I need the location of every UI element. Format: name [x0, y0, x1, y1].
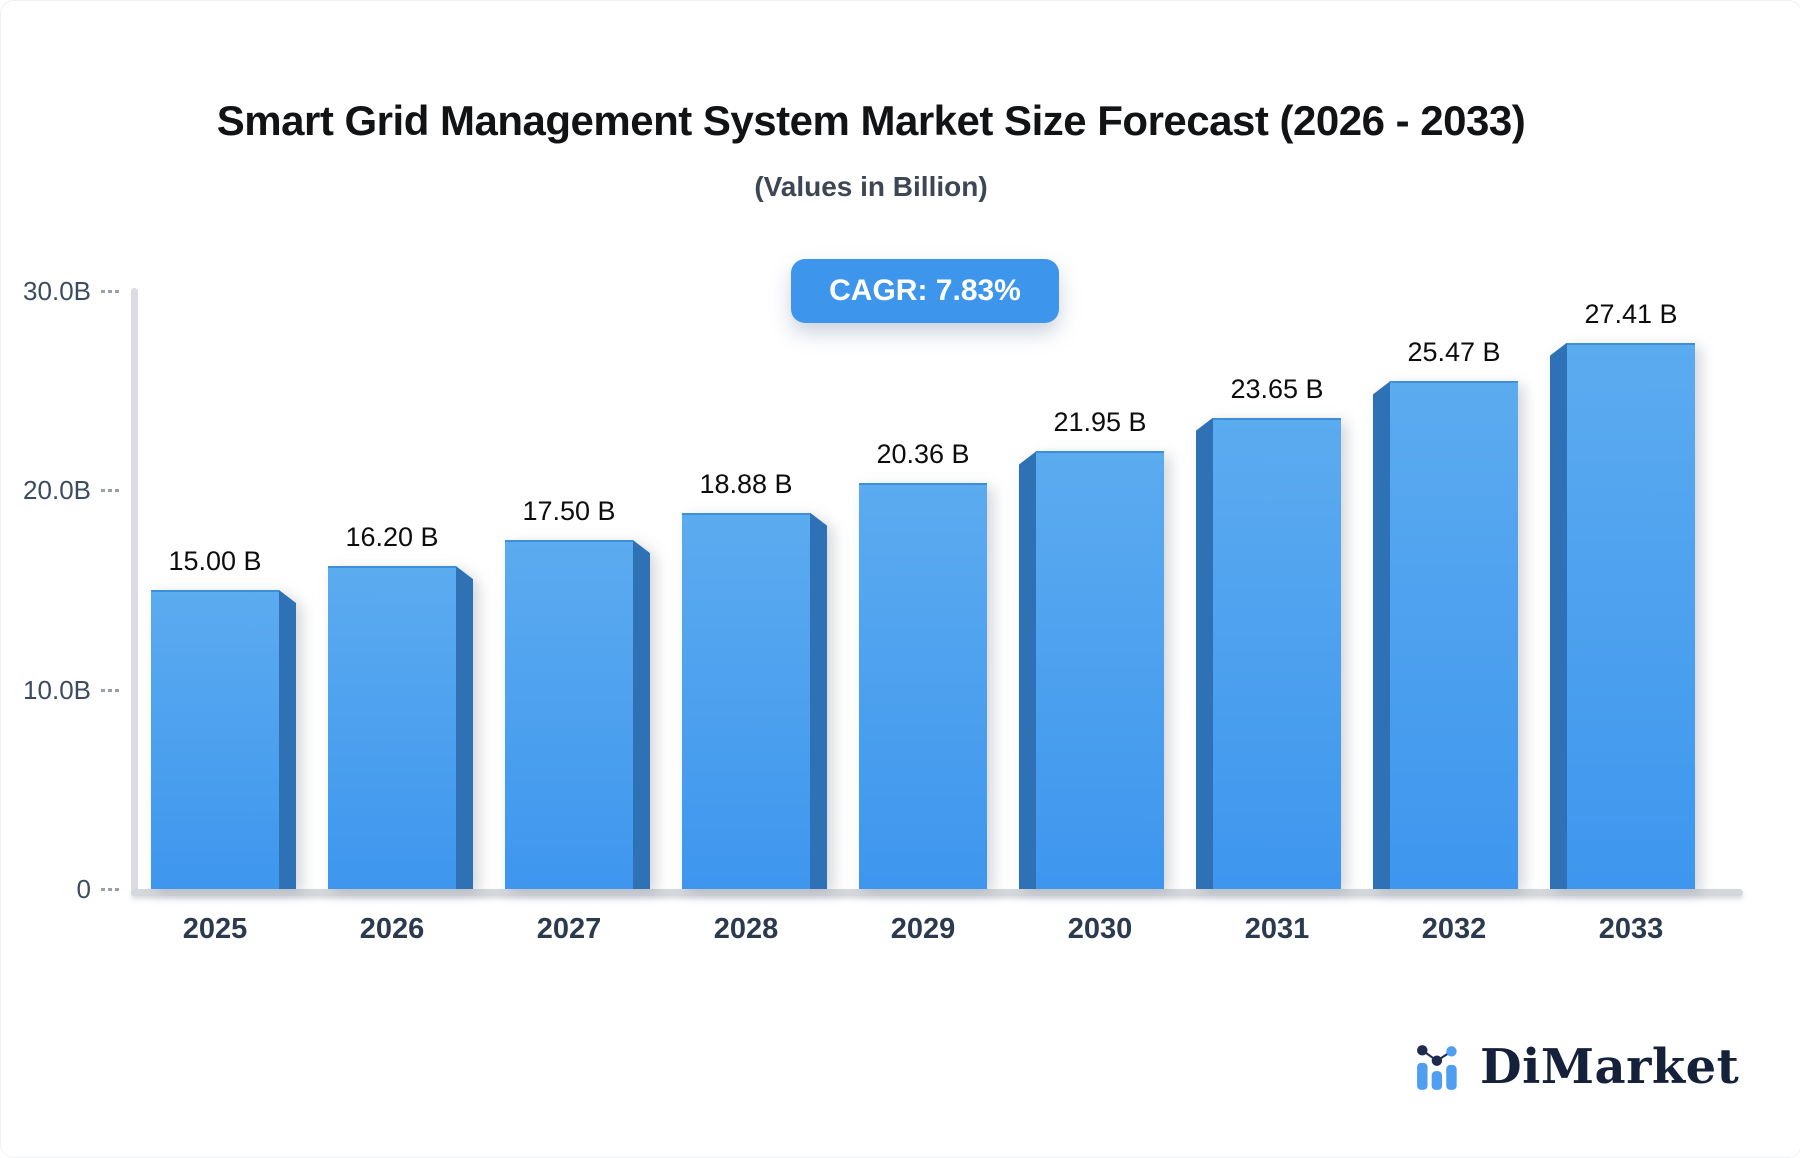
x-axis-category-label: 2032 [1421, 913, 1487, 945]
y-axis-tick-label: 20.0B [23, 475, 91, 506]
bar-side-face [1373, 381, 1390, 889]
chart-subtitle: (Values in Billion) [754, 171, 988, 202]
bar-2026 [328, 566, 473, 889]
bar-side-face [456, 566, 473, 889]
bar-value-label: 18.88 B [699, 468, 793, 499]
bar-value-label: 16.20 B [345, 522, 439, 553]
y-axis-tick-label: 30.0B [23, 276, 91, 306]
bar-2030 [1019, 451, 1164, 889]
y-axis-tick-mark [101, 888, 119, 891]
mini-bar-chart-icon [1415, 1042, 1465, 1092]
bar-2029 [859, 483, 987, 889]
x-axis-category-label: 2029 [890, 913, 956, 945]
bar-side-face [1550, 342, 1567, 889]
x-axis-category-label: 2030 [1067, 913, 1133, 945]
bar-value-label: 21.95 B [1053, 407, 1147, 438]
x-axis-category-label: 2025 [182, 913, 248, 945]
y-axis-tick-label: 10.0B [23, 674, 91, 705]
brand-name: DiMarket [1480, 1039, 1740, 1095]
cagr-badge-label: CAGR: 7.83% [829, 274, 1021, 307]
y-axis-tick-mark [101, 688, 119, 692]
bar-side-face [1196, 417, 1213, 889]
bar-value-label: 27.41 B [1584, 298, 1678, 329]
y-axis-line [131, 288, 138, 896]
bar-side-face [633, 540, 650, 889]
y-axis-tick-label: 0 [76, 874, 91, 904]
x-axis-category-label: 2026 [359, 913, 425, 945]
bar-value-label: 17.50 B [522, 496, 616, 527]
y-axis-tick-mark [101, 290, 119, 293]
x-axis-category-label: 2028 [713, 913, 779, 945]
bar-2031 [1196, 417, 1341, 889]
x-axis-line [131, 889, 1743, 896]
bar-2027 [505, 540, 650, 889]
bar-value-label: 15.00 B [168, 546, 262, 576]
x-axis-category-label: 2031 [1244, 913, 1310, 945]
bar-value-label: 20.36 B [876, 439, 970, 470]
bar-value-label: 23.65 B [1230, 373, 1324, 404]
brand-logo: DiMarket [1415, 1039, 1739, 1095]
bar-2032 [1373, 381, 1518, 889]
chart-title: Smart Grid Management System Market Size… [216, 97, 1526, 144]
x-axis-category-label: 2033 [1598, 913, 1664, 945]
x-axis-category-label: 2027 [536, 913, 602, 945]
bar-2025 [151, 590, 296, 889]
bar-value-label: 25.47 B [1407, 337, 1501, 368]
bar-2028 [682, 512, 827, 889]
bar-side-face [1019, 451, 1036, 889]
cagr-badge: CAGR: 7.83% [791, 259, 1059, 323]
bar-side-face [279, 590, 296, 889]
bar-2033 [1550, 342, 1695, 889]
y-axis-tick-mark [101, 489, 119, 493]
bar-side-face [810, 512, 827, 889]
